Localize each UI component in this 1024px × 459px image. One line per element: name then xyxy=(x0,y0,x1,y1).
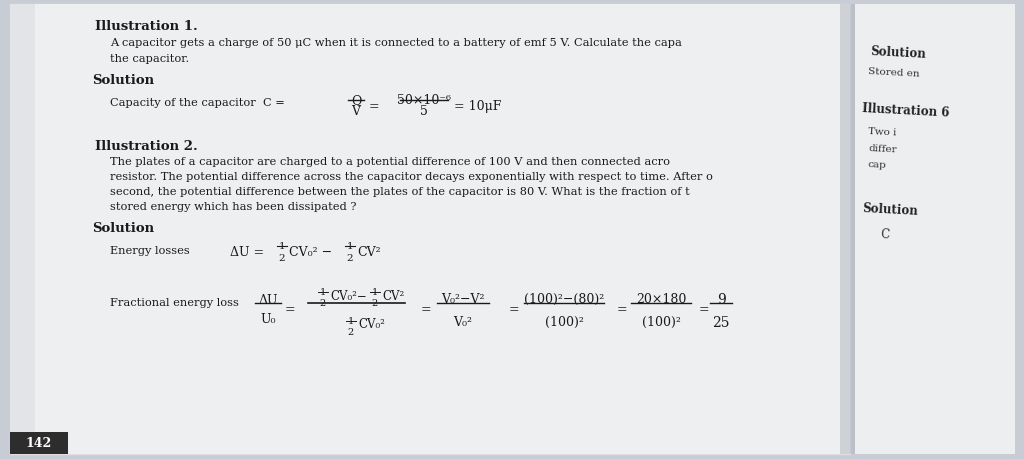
Text: Energy losses: Energy losses xyxy=(110,246,189,256)
Text: V₀²: V₀² xyxy=(454,315,472,328)
Text: 5: 5 xyxy=(420,105,428,118)
Text: 1: 1 xyxy=(319,287,326,297)
Text: V: V xyxy=(351,105,360,118)
Text: C: C xyxy=(880,228,890,241)
Text: =: = xyxy=(617,302,628,315)
Text: The plates of a capacitor are charged to a potential difference of 100 V and the: The plates of a capacitor are charged to… xyxy=(110,157,670,167)
Bar xyxy=(840,5,855,454)
Text: A capacitor gets a charge of 50 μC when it is connected to a battery of emf 5 V.: A capacitor gets a charge of 50 μC when … xyxy=(110,38,682,48)
Text: CV₀² −: CV₀² − xyxy=(289,246,332,258)
Text: Two i: Two i xyxy=(868,127,897,137)
Text: 2: 2 xyxy=(319,298,326,308)
Text: resistor. The potential difference across the capacitor decays exponentially wit: resistor. The potential difference acros… xyxy=(110,172,713,182)
Text: U₀: U₀ xyxy=(260,312,275,325)
Text: (100)²−(80)²: (100)²−(80)² xyxy=(524,292,604,305)
Text: =: = xyxy=(699,302,710,315)
Text: 9: 9 xyxy=(717,292,725,306)
Text: Solution: Solution xyxy=(92,74,155,87)
Text: 1: 1 xyxy=(372,287,378,297)
Text: 142: 142 xyxy=(26,437,52,449)
Text: differ: differ xyxy=(868,144,897,154)
Text: 2: 2 xyxy=(348,327,354,336)
Text: Illustration 6: Illustration 6 xyxy=(862,102,950,119)
Text: (100)²: (100)² xyxy=(642,315,680,328)
Text: 50×10⁻⁶: 50×10⁻⁶ xyxy=(397,94,451,107)
Text: =: = xyxy=(285,302,296,315)
Text: 1: 1 xyxy=(347,241,353,251)
Text: 20×180: 20×180 xyxy=(636,292,686,305)
Text: 1: 1 xyxy=(348,316,354,325)
Text: Stored en: Stored en xyxy=(868,67,920,78)
Text: Solution: Solution xyxy=(870,45,927,61)
Text: 1: 1 xyxy=(279,241,286,251)
Bar xyxy=(10,5,35,454)
Text: Fractional energy loss: Fractional energy loss xyxy=(110,297,239,308)
Bar xyxy=(10,432,68,454)
Text: ΔU =: ΔU = xyxy=(230,246,268,258)
Text: the capacitor.: the capacitor. xyxy=(110,54,189,64)
Text: stored energy which has been dissipated ?: stored energy which has been dissipated … xyxy=(110,202,356,212)
Text: 2: 2 xyxy=(347,253,353,263)
Text: CV₀²: CV₀² xyxy=(358,317,385,330)
Text: cap: cap xyxy=(868,160,887,169)
Text: Solution: Solution xyxy=(92,222,155,235)
Bar xyxy=(10,5,850,454)
Text: Solution: Solution xyxy=(862,202,919,218)
Text: Illustration 2.: Illustration 2. xyxy=(95,140,198,153)
Text: 2: 2 xyxy=(279,253,286,263)
Text: (100)²: (100)² xyxy=(545,315,584,328)
Text: Illustration 1.: Illustration 1. xyxy=(95,20,198,33)
Bar xyxy=(855,5,1015,454)
Text: 2: 2 xyxy=(372,298,378,308)
Text: Capacity of the capacitor  C =: Capacity of the capacitor C = xyxy=(110,98,285,108)
Text: =: = xyxy=(509,302,519,315)
Text: V₀²−V²: V₀²−V² xyxy=(441,292,484,305)
Text: Q: Q xyxy=(351,94,361,107)
Text: CV²: CV² xyxy=(357,246,381,258)
Text: CV₀²−: CV₀²− xyxy=(330,289,367,302)
Text: 25: 25 xyxy=(713,315,730,329)
Text: ΔU: ΔU xyxy=(258,293,278,306)
Text: second, the potential difference between the plates of the capacitor is 80 V. Wh: second, the potential difference between… xyxy=(110,187,690,196)
Text: =: = xyxy=(369,100,380,113)
Text: CV²: CV² xyxy=(382,289,404,302)
Text: =: = xyxy=(421,302,432,315)
Text: = 10μF: = 10μF xyxy=(454,100,502,113)
